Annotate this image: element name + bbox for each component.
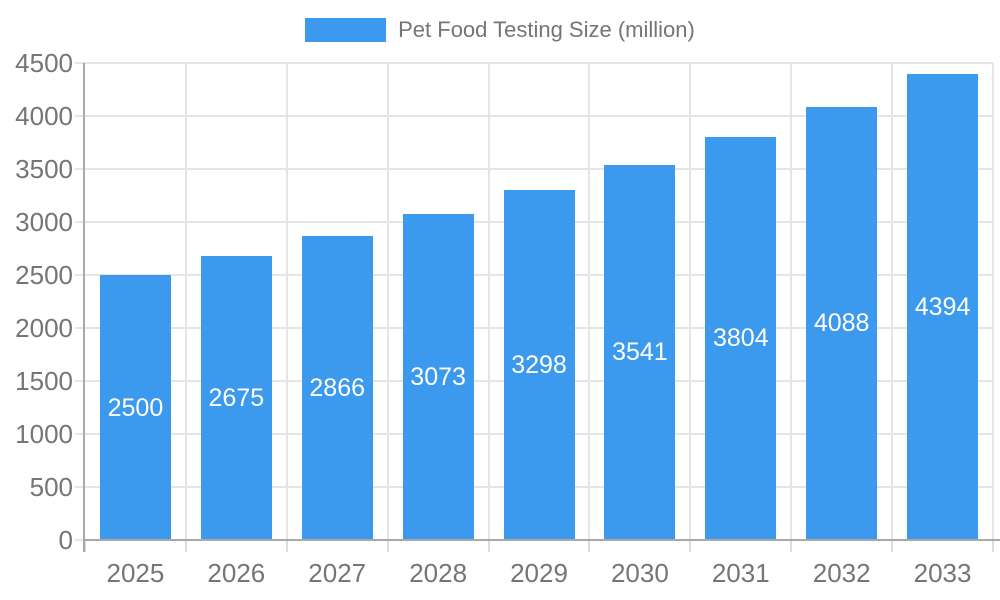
x-axis-label: 2031: [711, 558, 770, 588]
v-gridline: [588, 63, 591, 540]
bar-value-label: 2500: [107, 393, 164, 422]
y-axis-label: 4000: [15, 101, 73, 131]
y-tick: [75, 274, 85, 276]
y-tick: [75, 380, 85, 382]
bar-value-label: 3541: [612, 338, 668, 367]
x-axis-label: 2027: [308, 558, 367, 588]
x-tick: [689, 540, 692, 552]
bar-value-label: 2866: [309, 374, 366, 403]
h-gridline: [85, 62, 993, 64]
x-tick: [184, 540, 187, 552]
x-axis-label: 2026: [207, 558, 266, 588]
x-tick: [386, 540, 389, 552]
x-tick: [891, 540, 894, 552]
x-tick: [487, 540, 490, 552]
y-tick: [75, 486, 85, 488]
legend-label: Pet Food Testing Size (million): [398, 17, 695, 42]
x-axis-label: 2033: [913, 558, 972, 588]
bar-value-label: 3073: [410, 363, 466, 392]
v-gridline: [285, 63, 288, 540]
x-axis-label: 2029: [510, 558, 568, 588]
x-axis-label: 2030: [610, 558, 669, 588]
y-axis-label: 4500: [15, 48, 73, 78]
bar-2028[interactable]: [402, 214, 474, 539]
y-axis-label: 0: [58, 525, 73, 555]
bar-2026[interactable]: [200, 256, 272, 539]
h-gridline: [85, 168, 993, 170]
y-tick: [75, 539, 85, 541]
x-axis-label: 2032: [812, 558, 871, 588]
bar-value-label: 4394: [914, 293, 971, 322]
v-gridline: [891, 63, 894, 540]
bar-value-label: 3298: [511, 351, 567, 380]
y-axis-label: 500: [29, 472, 73, 502]
x-axis-line: [83, 539, 1000, 541]
x-axis-label: 2025: [106, 558, 165, 588]
y-axis-label: 1000: [15, 419, 73, 449]
v-gridline: [487, 63, 490, 540]
v-gridline: [790, 63, 793, 540]
x-tick: [84, 540, 86, 552]
y-axis-label: 2500: [15, 260, 73, 290]
bar-2032[interactable]: [806, 106, 878, 539]
y-tick: [75, 62, 85, 64]
x-tick: [992, 540, 994, 552]
bar-value-label: 4088: [813, 309, 870, 338]
y-axis-label: 3000: [15, 207, 73, 237]
v-gridline: [184, 63, 187, 540]
y-tick: [75, 221, 85, 223]
y-axis-label: 3500: [15, 154, 73, 184]
v-gridline: [386, 63, 389, 540]
bar-2025[interactable]: [99, 275, 171, 539]
bar-2033[interactable]: [907, 74, 979, 539]
bar-value-label: 2675: [208, 384, 265, 413]
y-tick: [75, 327, 85, 329]
legend-swatch: [305, 18, 387, 42]
bar-2027[interactable]: [301, 236, 373, 539]
x-tick: [285, 540, 288, 552]
x-tick: [790, 540, 793, 552]
h-gridline: [85, 115, 993, 117]
bar-2030[interactable]: [604, 164, 676, 539]
y-tick: [75, 433, 85, 435]
y-tick: [75, 168, 85, 170]
y-axis-label: 2000: [15, 313, 73, 343]
y-tick: [75, 115, 85, 117]
y-axis-label: 1500: [15, 366, 73, 396]
v-gridline: [992, 63, 994, 540]
x-tick: [588, 540, 591, 552]
y-axis-line: [83, 63, 85, 552]
bar-2029[interactable]: [503, 190, 575, 539]
bar-2031[interactable]: [705, 136, 777, 539]
legend[interactable]: Pet Food Testing Size (million): [0, 16, 1000, 44]
bar-value-label: 3804: [712, 324, 769, 353]
v-gridline: [689, 63, 692, 540]
x-axis-label: 2028: [409, 558, 468, 588]
